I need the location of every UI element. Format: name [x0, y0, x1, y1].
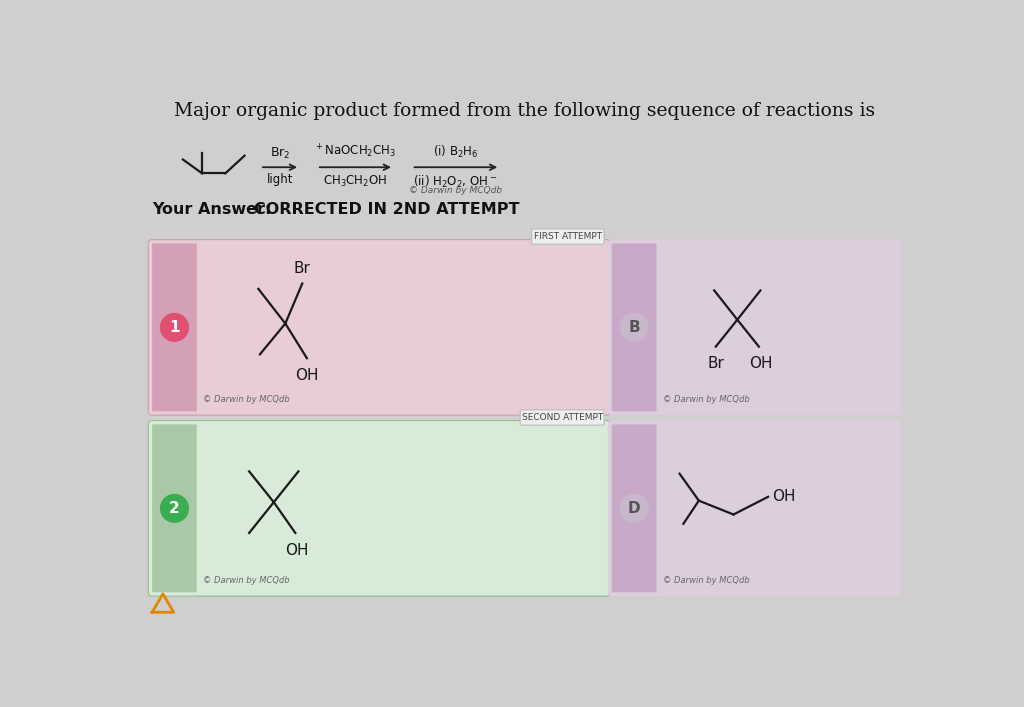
- FancyBboxPatch shape: [531, 229, 604, 244]
- Text: Br: Br: [294, 261, 310, 276]
- FancyBboxPatch shape: [520, 410, 604, 425]
- Text: light: light: [266, 173, 293, 187]
- Circle shape: [621, 494, 648, 522]
- Text: D: D: [628, 501, 640, 516]
- Text: FIRST ATTEMPT: FIRST ATTEMPT: [534, 232, 602, 241]
- FancyBboxPatch shape: [611, 243, 656, 411]
- FancyBboxPatch shape: [611, 424, 656, 592]
- Text: Major organic product formed from the following sequence of reactions is: Major organic product formed from the fo…: [174, 102, 876, 119]
- Text: OH: OH: [285, 543, 308, 558]
- Text: Your Answer:: Your Answer:: [153, 202, 271, 217]
- FancyBboxPatch shape: [153, 424, 197, 592]
- Text: OH: OH: [772, 489, 796, 504]
- Text: $^+$NaOCH$_2$CH$_3$: $^+$NaOCH$_2$CH$_3$: [314, 143, 396, 160]
- Circle shape: [161, 313, 188, 341]
- Text: 1: 1: [169, 320, 179, 335]
- Text: CH$_3$CH$_2$OH: CH$_3$CH$_2$OH: [324, 174, 387, 189]
- Text: (i) B$_2$H$_6$: (i) B$_2$H$_6$: [433, 144, 478, 160]
- Text: Br$_2$: Br$_2$: [269, 146, 290, 161]
- Text: SECOND ATTEMPT: SECOND ATTEMPT: [522, 413, 603, 422]
- FancyBboxPatch shape: [608, 421, 900, 596]
- Text: © Darwin by MCQdb: © Darwin by MCQdb: [663, 395, 750, 404]
- Circle shape: [621, 313, 648, 341]
- Text: © Darwin by MCQdb: © Darwin by MCQdb: [203, 575, 290, 585]
- Text: 2: 2: [169, 501, 180, 516]
- FancyBboxPatch shape: [148, 240, 610, 415]
- Text: © Darwin by MCQdb: © Darwin by MCQdb: [663, 575, 750, 585]
- Text: Br: Br: [708, 356, 724, 371]
- Text: CORRECTED IN 2ND ATTEMPT: CORRECTED IN 2ND ATTEMPT: [254, 202, 519, 217]
- Text: © Darwin by MCQdb: © Darwin by MCQdb: [409, 187, 502, 195]
- Text: B: B: [629, 320, 640, 335]
- Text: © Darwin by MCQdb: © Darwin by MCQdb: [203, 395, 290, 404]
- FancyBboxPatch shape: [608, 240, 900, 415]
- Text: OH: OH: [749, 356, 772, 371]
- FancyBboxPatch shape: [148, 421, 610, 596]
- FancyBboxPatch shape: [153, 243, 197, 411]
- Circle shape: [161, 494, 188, 522]
- Text: (ii) H$_2$O$_2$, OH$^-$: (ii) H$_2$O$_2$, OH$^-$: [414, 174, 498, 190]
- Text: OH: OH: [295, 368, 318, 383]
